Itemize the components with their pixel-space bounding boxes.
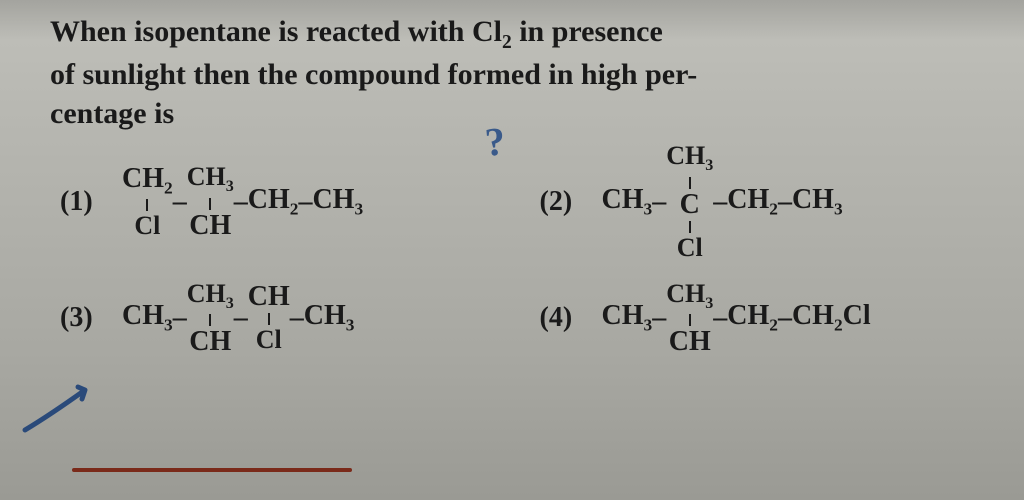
option-4-formula: CH3 – CH3 CH – CH2 – CH2Cl xyxy=(602,281,871,356)
option-2-formula: CH3 – CH3 C Cl – CH2 – CH3 xyxy=(602,143,843,260)
frag: CH xyxy=(666,279,705,308)
option-4: (4) CH3 – CH3 CH – CH2 – CH2Cl xyxy=(540,281,995,356)
sub: 2 xyxy=(769,200,778,219)
bond: – xyxy=(234,304,248,332)
option-2-number: (2) xyxy=(540,186,584,218)
options-grid: (1) CH2 Cl – CH3 CH – CH2 – CH3 xyxy=(50,143,994,356)
frag: CH xyxy=(669,328,711,356)
bond: – xyxy=(173,188,187,216)
frag: CH xyxy=(792,184,834,215)
frag: CH xyxy=(727,300,769,331)
bond: – xyxy=(713,304,727,332)
option-3-ch-top-stack: CH3 CH xyxy=(187,281,234,356)
cl-below: Cl xyxy=(256,327,282,353)
tail-cl: Cl xyxy=(843,300,871,331)
option-1: (1) CH2 Cl – CH3 CH – CH2 – CH3 xyxy=(60,143,515,260)
frag: CH xyxy=(187,162,226,191)
frag: CH xyxy=(189,328,231,356)
sub: 3 xyxy=(226,179,234,196)
red-underline xyxy=(72,468,352,472)
cl-below: Cl xyxy=(677,235,703,261)
option-2-center-stack: CH3 C Cl xyxy=(666,143,713,260)
sub: 2 xyxy=(164,179,173,198)
question-line1-prefix: When isopentane is reacted with Cl xyxy=(50,15,502,48)
option-1-number: (1) xyxy=(60,186,104,218)
frag: CH xyxy=(248,184,290,215)
sub: 3 xyxy=(164,316,173,335)
frag: CH xyxy=(304,300,346,331)
question-text: When isopentane is reacted with Cl2 in p… xyxy=(50,12,994,133)
bond: – xyxy=(713,188,727,216)
cl-subscript: 2 xyxy=(502,32,512,53)
option-3: (3) CH3 – CH3 CH – CH Cl – CH3 xyxy=(60,281,515,356)
bond: – xyxy=(173,304,187,332)
question-line1-suffix: in presence xyxy=(512,15,663,48)
sub: 3 xyxy=(346,316,355,335)
frag: CH xyxy=(312,184,354,215)
option-1-formula: CH2 Cl – CH3 CH – CH2 – CH3 xyxy=(122,164,363,239)
option-3-cl-bottom-stack: CH Cl xyxy=(248,283,290,353)
frag: CH xyxy=(122,300,164,331)
sub: 3 xyxy=(705,158,713,175)
sub: 3 xyxy=(226,295,234,312)
bond: – xyxy=(652,188,666,216)
page: When isopentane is reacted with Cl2 in p… xyxy=(0,0,1024,500)
bond: – xyxy=(234,188,248,216)
option-1-center-stack: CH3 CH xyxy=(187,164,234,239)
bond: – xyxy=(652,304,666,332)
sub: 3 xyxy=(644,316,653,335)
answer-arrow-icon xyxy=(20,375,110,435)
sub: 2 xyxy=(769,316,778,335)
frag: CH xyxy=(602,300,644,331)
bond: – xyxy=(778,304,792,332)
sub: 3 xyxy=(644,200,653,219)
frag: CH xyxy=(248,283,290,311)
bond: – xyxy=(298,188,312,216)
option-2: (2) CH3 – CH3 C Cl – CH2 – CH3 xyxy=(540,143,995,260)
option-1-left-stack: CH2 Cl xyxy=(122,165,173,239)
cl-below: Cl xyxy=(134,213,160,239)
option-3-formula: CH3 – CH3 CH – CH Cl – CH3 xyxy=(122,281,354,356)
frag: C xyxy=(680,191,700,219)
question-line3: centage is xyxy=(50,97,174,130)
question-line2: of sunlight then the compound formed in … xyxy=(50,58,697,91)
sub: 3 xyxy=(354,200,363,219)
frag: CH xyxy=(122,163,164,194)
frag: CH xyxy=(666,141,705,170)
bond: – xyxy=(290,304,304,332)
sub: 3 xyxy=(834,200,843,219)
bond: – xyxy=(778,188,792,216)
frag: CH xyxy=(189,212,231,240)
frag: CH xyxy=(792,300,834,331)
sub: 2 xyxy=(834,316,843,335)
frag: CH xyxy=(727,184,769,215)
option-4-number: (4) xyxy=(540,302,584,334)
option-3-number: (3) xyxy=(60,302,104,334)
frag: CH xyxy=(602,184,644,215)
option-4-center-stack: CH3 CH xyxy=(666,281,713,356)
frag: CH xyxy=(187,279,226,308)
